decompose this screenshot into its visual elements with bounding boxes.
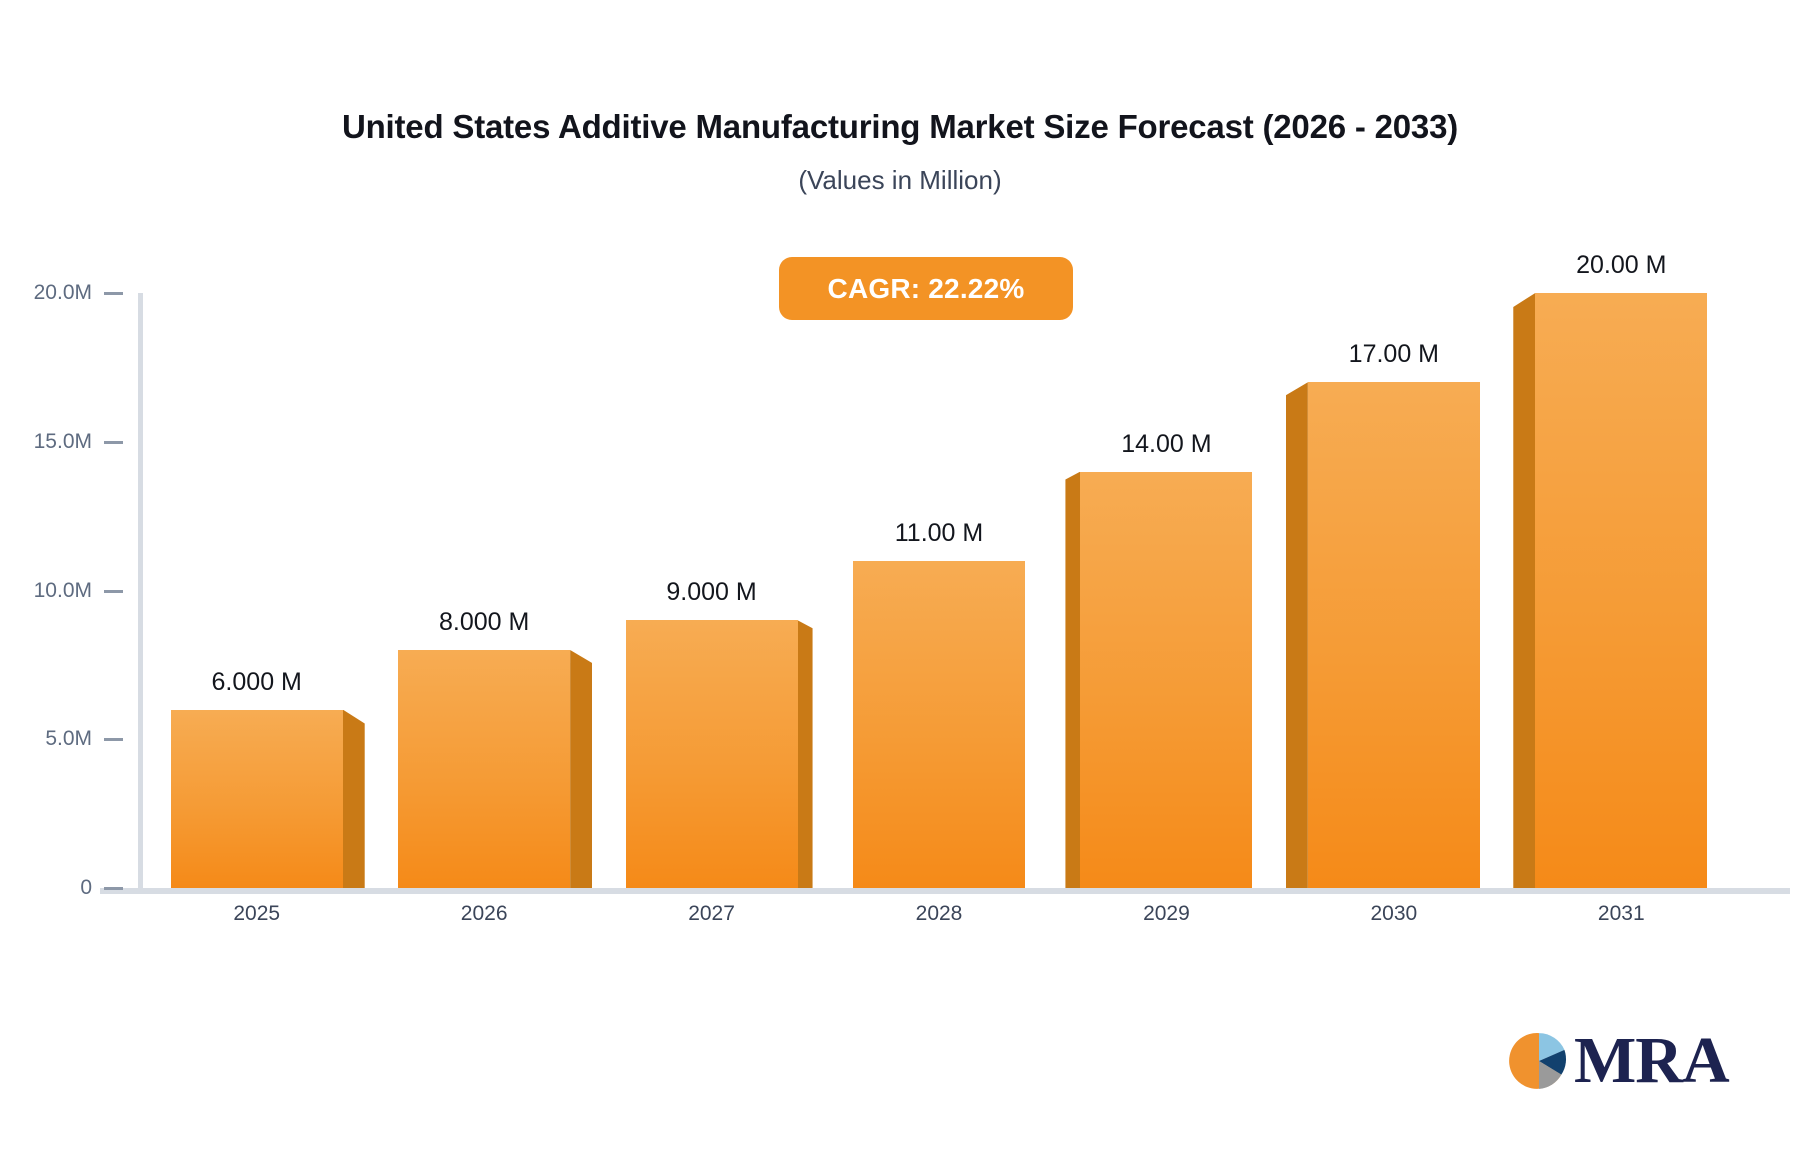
bar-3d-side [342, 709, 365, 888]
y-axis-tick-mark [104, 887, 123, 890]
y-axis-tick-mark [104, 292, 123, 295]
logo-wordmark: MRA [1574, 1024, 1730, 1097]
y-axis-tick: 10.0M [0, 578, 123, 603]
bar [170, 709, 343, 888]
mra-logo: MRA [1508, 1024, 1730, 1097]
x-axis-label: 2027 [688, 902, 735, 925]
y-axis-line [138, 293, 143, 890]
y-axis-tick: 15.0M [0, 429, 123, 454]
bar-value-label: 17.00 M [1348, 340, 1440, 369]
y-axis-tick: 20.0M [0, 281, 123, 305]
bar-3d-side [797, 620, 813, 888]
y-axis-tick-mark [104, 589, 123, 593]
y-axis-tick-label: 5.0M [45, 727, 92, 751]
bar [1535, 293, 1708, 888]
pie-chart-icon [1509, 1033, 1567, 1089]
x-axis-label: 2029 [1143, 902, 1190, 925]
bar-3d-side [1065, 471, 1081, 888]
x-axis-label: 2025 [233, 902, 281, 925]
x-axis-label: 2030 [1370, 902, 1418, 925]
y-axis-tick-mark [104, 738, 123, 742]
cagr-badge-label: CAGR: 22.22% [827, 272, 1025, 304]
y-axis-tick-label: 20.0M [33, 281, 92, 304]
bar [853, 560, 1025, 888]
y-axis-tick-label: 0 [80, 876, 92, 899]
bar-value-label: 8.000 M [438, 608, 530, 636]
y-axis-tick: 0 [0, 876, 123, 900]
bar [1307, 382, 1480, 888]
chart-title: United States Additive Manufacturing Mar… [341, 108, 1459, 145]
bar-3d-side [1285, 382, 1308, 888]
bar [1080, 471, 1253, 888]
y-axis-tick-mark [104, 440, 123, 444]
bar-3d-side [1513, 293, 1536, 888]
bar [625, 620, 798, 888]
bar-value-label: 14.00 M [1121, 429, 1212, 458]
cagr-badge: CAGR: 22.22% [779, 257, 1073, 320]
y-axis-tick-label: 15.0M [33, 429, 92, 453]
bar-value-label: 11.00 M [894, 518, 984, 547]
bar-value-label: 6.000 M [211, 667, 302, 696]
y-axis-tick: 5.0M [0, 727, 123, 751]
x-axis-label: 2028 [915, 902, 963, 925]
x-axis-label: 2031 [1597, 902, 1645, 925]
bar-value-label: 9.000 M [666, 578, 757, 607]
bar [398, 650, 571, 888]
bar-3d-side [570, 650, 593, 888]
chart-subtitle: (Values in Million) [798, 165, 1002, 195]
x-axis-label: 2026 [460, 902, 508, 925]
y-axis-tick-label: 10.0M [33, 578, 92, 602]
bar-value-label: 20.00 M [1576, 251, 1667, 279]
x-axis-line [100, 888, 1790, 894]
